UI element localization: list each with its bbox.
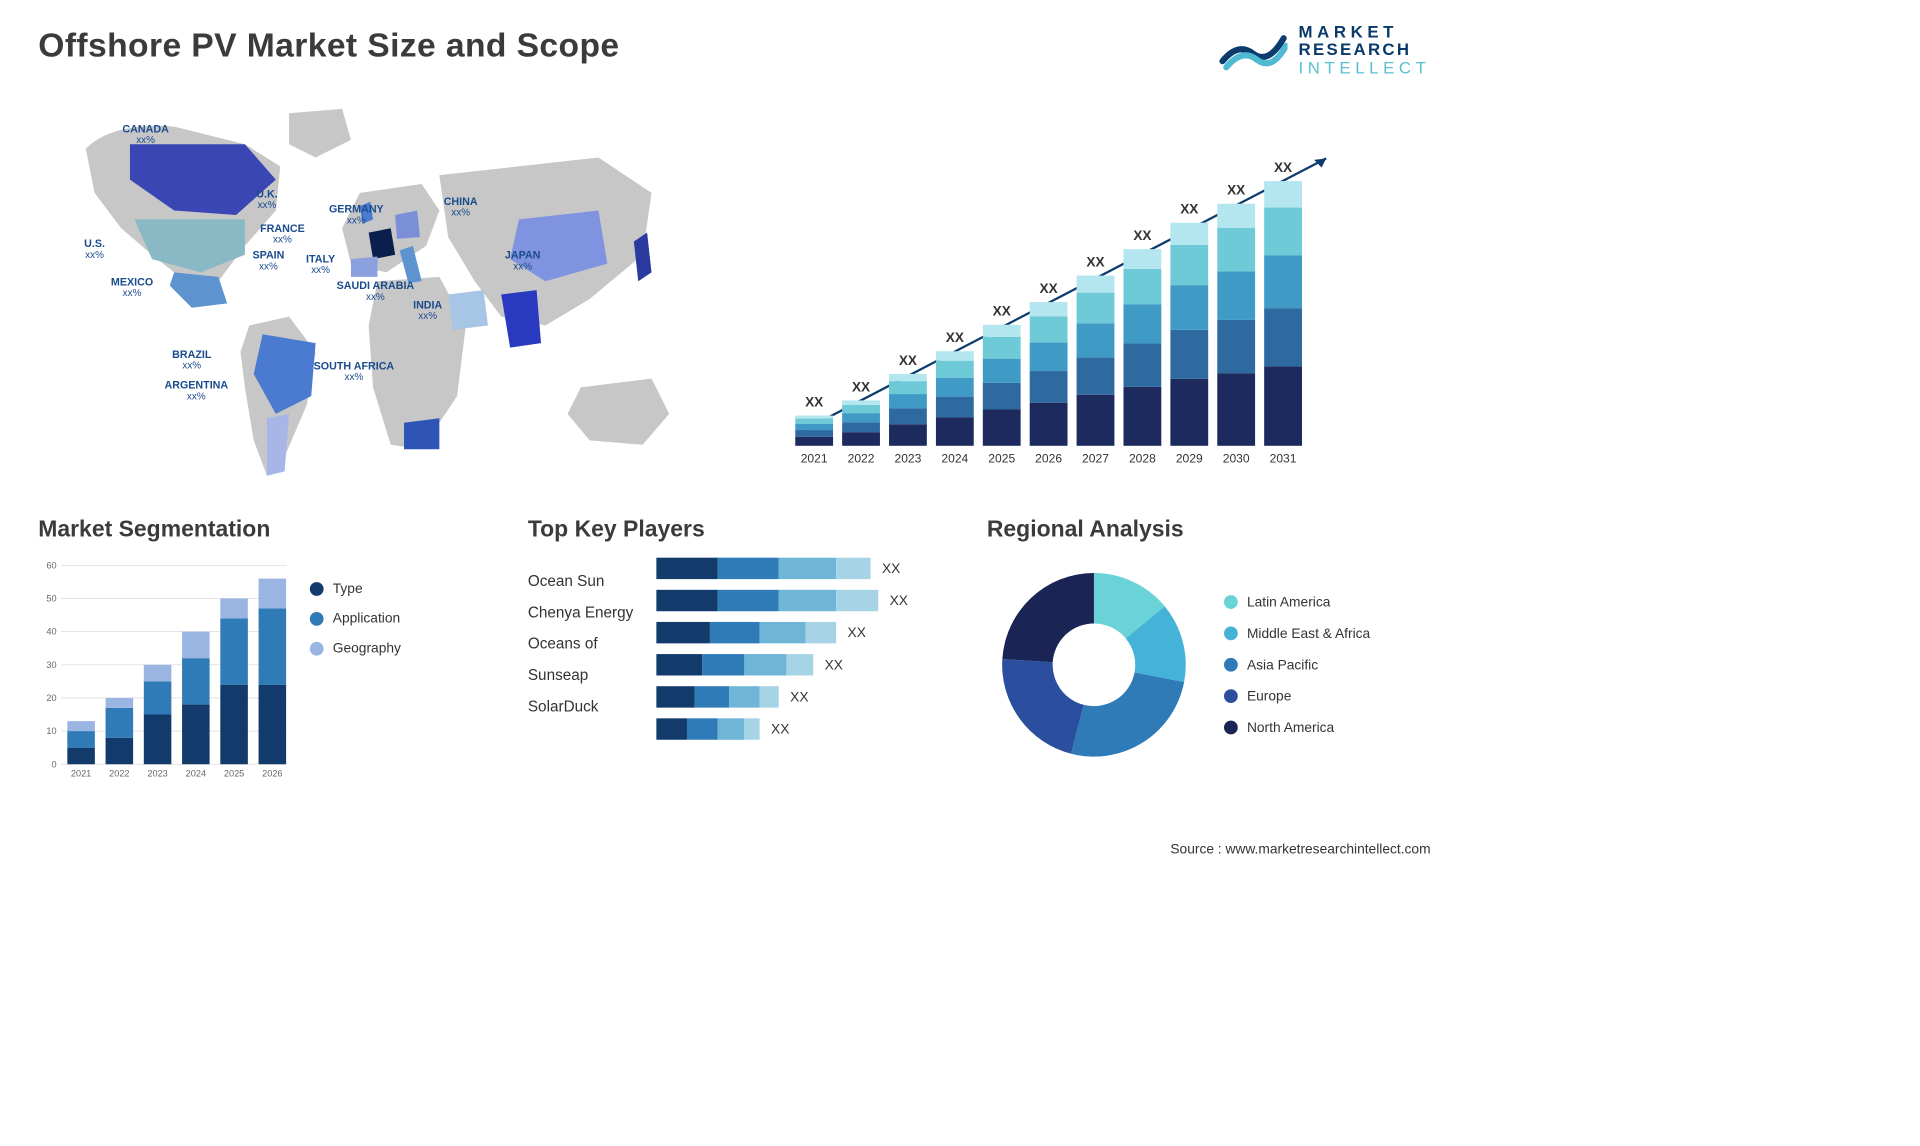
legend-item: Type xyxy=(310,581,401,597)
country-label-spain: SPAINxx% xyxy=(252,249,284,273)
logo-line2: RESEARCH xyxy=(1299,41,1431,59)
segmentation-chart: 0 10 20 30 40 50 60 2021 2022 2023 2024 2025 2026 xyxy=(38,558,290,788)
svg-text:2023: 2023 xyxy=(894,451,921,465)
legend-item: Application xyxy=(310,610,401,626)
svg-text:2024: 2024 xyxy=(941,451,968,465)
region-legend-item: Asia Pacific xyxy=(1224,657,1370,673)
region-legend-item: Middle East & Africa xyxy=(1224,625,1370,641)
svg-text:2021: 2021 xyxy=(801,451,828,465)
player-row: XX xyxy=(656,718,956,739)
svg-text:2025: 2025 xyxy=(224,768,244,778)
logo-icon xyxy=(1219,23,1288,77)
regional-donut xyxy=(987,558,1201,772)
svg-text:2028: 2028 xyxy=(1129,451,1156,465)
player-name: Chenya Energy xyxy=(528,604,633,622)
country-label-germany: GERMANYxx% xyxy=(329,203,384,227)
svg-text:2027: 2027 xyxy=(1082,451,1109,465)
svg-text:XX: XX xyxy=(852,379,870,394)
country-label-u-k-: U.K.xx% xyxy=(256,187,277,211)
country-label-south-africa: SOUTH AFRICAxx% xyxy=(314,360,395,384)
regional-title: Regional Analysis xyxy=(987,516,1431,542)
svg-text:2022: 2022 xyxy=(848,451,875,465)
svg-text:XX: XX xyxy=(1274,160,1292,175)
country-label-canada: CANADAxx% xyxy=(122,122,168,146)
svg-text:2024: 2024 xyxy=(186,768,206,778)
svg-text:XX: XX xyxy=(1180,202,1198,217)
player-name: SolarDuck xyxy=(528,698,633,716)
country-label-france: FRANCExx% xyxy=(260,222,305,246)
svg-text:XX: XX xyxy=(946,330,964,345)
svg-text:2023: 2023 xyxy=(147,768,167,778)
country-label-brazil: BRAZILxx% xyxy=(172,348,211,372)
logo-line1: MARKET xyxy=(1299,23,1431,41)
regional-panel: Regional Analysis Latin America Middle Ea… xyxy=(987,516,1431,787)
svg-text:2025: 2025 xyxy=(988,451,1015,465)
player-name: Oceans of xyxy=(528,636,633,654)
country-label-china: CHINAxx% xyxy=(444,195,478,219)
players-bars: XX XX XX XX XX XX xyxy=(656,558,956,740)
svg-text:20: 20 xyxy=(46,693,56,703)
player-row: XX xyxy=(656,622,956,643)
source-text: Source : www.marketresearchintellect.com xyxy=(1170,842,1430,858)
segmentation-legend: Type Application Geography xyxy=(310,558,401,788)
region-legend-item: North America xyxy=(1224,719,1370,735)
player-row: XX xyxy=(656,686,956,707)
svg-text:2029: 2029 xyxy=(1176,451,1203,465)
svg-text:2030: 2030 xyxy=(1223,451,1250,465)
svg-text:XX: XX xyxy=(1133,228,1151,243)
svg-text:2022: 2022 xyxy=(109,768,129,778)
svg-text:2021: 2021 xyxy=(71,768,91,778)
country-label-india: INDIAxx% xyxy=(413,298,442,322)
country-label-italy: ITALYxx% xyxy=(306,252,335,276)
country-label-mexico: MEXICOxx% xyxy=(111,275,153,299)
players-names: Ocean Sun Chenya Energy Oceans of Sunseap So… xyxy=(528,558,633,716)
svg-text:50: 50 xyxy=(46,594,56,604)
svg-text:2026: 2026 xyxy=(1035,451,1062,465)
svg-text:0: 0 xyxy=(52,759,57,769)
brand-logo: MARKET RESEARCH INTELLECT xyxy=(1219,23,1431,77)
svg-text:XX: XX xyxy=(993,304,1011,319)
players-panel: Top Key Players Ocean SunChenya EnergyOc… xyxy=(528,516,956,787)
svg-text:10: 10 xyxy=(46,726,56,736)
svg-text:XX: XX xyxy=(899,353,917,368)
country-label-japan: JAPANxx% xyxy=(505,249,541,273)
country-label-argentina: ARGENTINAxx% xyxy=(164,379,228,403)
player-row: XX xyxy=(656,654,956,675)
logo-line3: INTELLECT xyxy=(1299,59,1431,77)
svg-text:XX: XX xyxy=(1040,281,1058,296)
regional-legend: Latin America Middle East & Africa Asia Pa… xyxy=(1224,594,1370,736)
world-map: CANADAxx% U.S.xx% MEXICOxx% BRAZILxx% ARGENT… xyxy=(38,96,734,494)
svg-text:XX: XX xyxy=(1086,255,1104,270)
svg-text:40: 40 xyxy=(46,627,56,637)
svg-text:60: 60 xyxy=(46,560,56,570)
svg-text:30: 30 xyxy=(46,660,56,670)
player-name: Ocean Sun xyxy=(528,573,633,591)
growth-chart: 2021 XX 2022 XX 2023 XX 2024 XX 2025 XX 2026 XX 2027… xyxy=(734,96,1430,494)
svg-text:XX: XX xyxy=(1227,183,1245,198)
player-row: XX xyxy=(656,558,956,579)
country-label-saudi-arabia: SAUDI ARABIAxx% xyxy=(337,279,415,303)
svg-text:2026: 2026 xyxy=(262,768,282,778)
players-title: Top Key Players xyxy=(528,516,956,542)
region-legend-item: Europe xyxy=(1224,688,1370,704)
svg-text:XX: XX xyxy=(805,394,823,409)
segmentation-panel: Market Segmentation 0 10 20 30 40 50 60 2021 202… xyxy=(38,516,497,787)
country-label-u-s-: U.S.xx% xyxy=(84,237,105,261)
player-row: XX xyxy=(656,590,956,611)
region-legend-item: Latin America xyxy=(1224,594,1370,610)
player-name: Sunseap xyxy=(528,667,633,685)
legend-item: Geography xyxy=(310,640,401,656)
svg-text:2031: 2031 xyxy=(1270,451,1297,465)
segmentation-title: Market Segmentation xyxy=(38,516,497,542)
